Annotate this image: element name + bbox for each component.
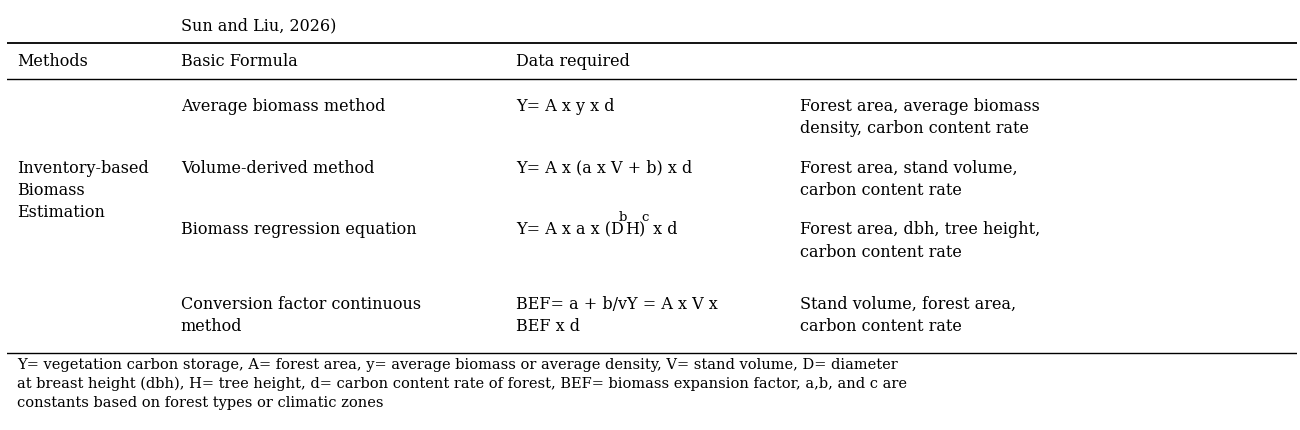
Text: Basic Formula: Basic Formula [181, 53, 298, 70]
Text: BEF= a + b/vY = A x V x
BEF x d: BEF= a + b/vY = A x V x BEF x d [516, 296, 718, 335]
Text: Biomass regression equation: Biomass regression equation [181, 221, 416, 238]
Text: Forest area, stand volume,
carbon content rate: Forest area, stand volume, carbon conten… [801, 160, 1018, 199]
Text: H): H) [625, 221, 646, 238]
Text: Forest area, average biomass
density, carbon content rate: Forest area, average biomass density, ca… [801, 98, 1040, 137]
Text: Y= A x a x (D: Y= A x a x (D [516, 221, 624, 238]
Text: Y= vegetation carbon storage, A= forest area, y= average biomass or average dens: Y= vegetation carbon storage, A= forest … [17, 358, 907, 410]
Text: Forest area, dbh, tree height,
carbon content rate: Forest area, dbh, tree height, carbon co… [801, 221, 1041, 261]
Text: Average biomass method: Average biomass method [181, 98, 385, 115]
Text: Methods: Methods [17, 53, 87, 70]
Text: x d: x d [647, 221, 677, 238]
Text: Stand volume, forest area,
carbon content rate: Stand volume, forest area, carbon conten… [801, 296, 1017, 335]
Text: c: c [641, 211, 649, 224]
Text: Y= A x (a x V + b) x d: Y= A x (a x V + b) x d [516, 160, 693, 177]
Text: Y= A x y x d: Y= A x y x d [516, 98, 615, 115]
Text: Inventory-based
Biomass
Estimation: Inventory-based Biomass Estimation [17, 160, 148, 221]
Text: Conversion factor continuous
method: Conversion factor continuous method [181, 296, 421, 335]
Text: b: b [619, 211, 627, 224]
Text: Data required: Data required [516, 53, 630, 70]
Text: Sun and Liu, 2026): Sun and Liu, 2026) [181, 17, 337, 34]
Text: Volume-derived method: Volume-derived method [181, 160, 374, 177]
